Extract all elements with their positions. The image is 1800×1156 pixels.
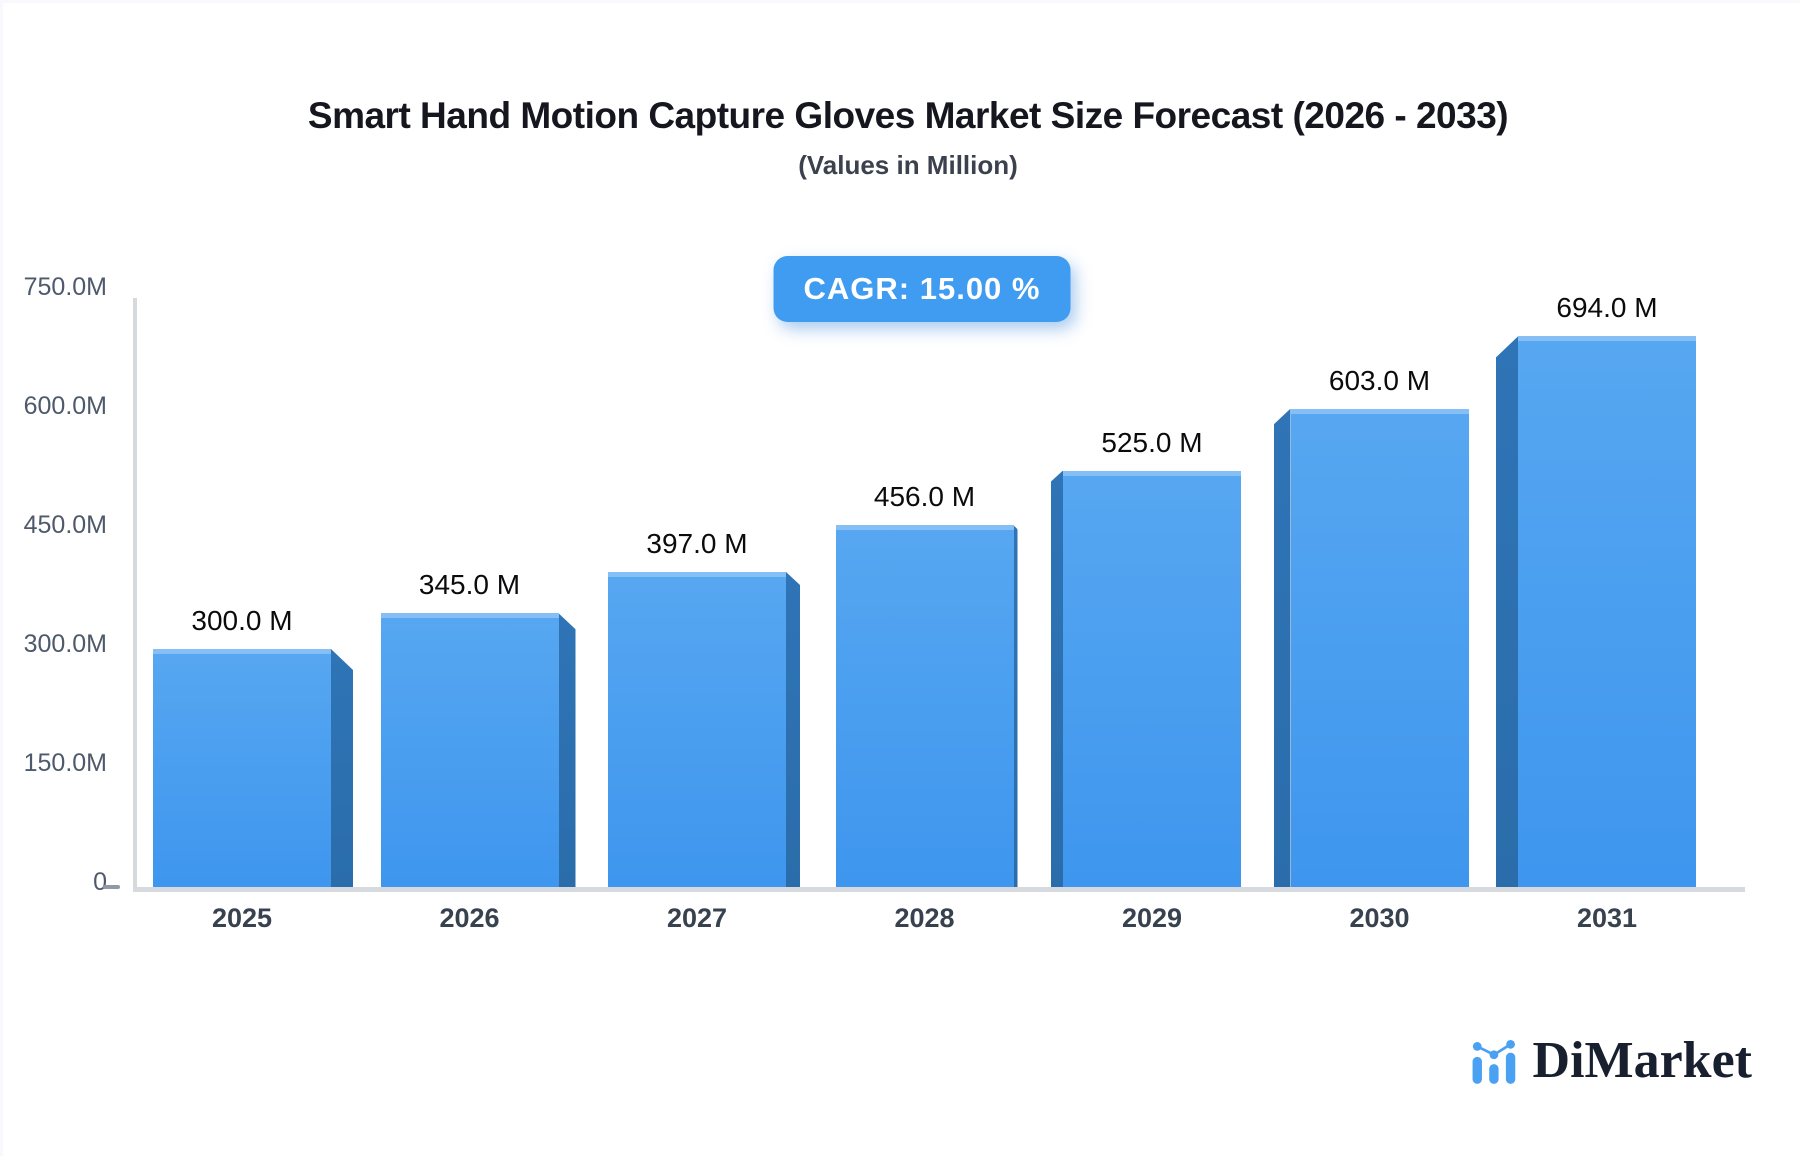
bar-2031[interactable] xyxy=(1518,336,1696,887)
bar-side-2030 xyxy=(1273,408,1291,887)
bar-chart-with-trend-dots-icon xyxy=(1472,1039,1515,1084)
y-tick-label-0: 0 xyxy=(93,868,107,896)
cagr-badge: CAGR: 15.00 % xyxy=(773,256,1071,322)
y-tick-label-300: 300.0M xyxy=(23,630,107,658)
brand-logo[interactable]: DiMarket xyxy=(1471,1035,1752,1087)
bar-side-2028 xyxy=(1013,525,1018,887)
x-tick-label-2031: 2031 xyxy=(1576,903,1638,933)
x-tick-label-2025: 2025 xyxy=(211,903,273,933)
bar-2029[interactable] xyxy=(1063,470,1241,887)
bar-value-label-2026: 345.0 M xyxy=(418,569,521,601)
bar-value-label-2027: 397.0 M xyxy=(646,528,748,560)
y-tick-label-150: 150.0M xyxy=(23,749,107,777)
x-tick-label-2027: 2027 xyxy=(666,903,728,933)
bar-side-2025 xyxy=(331,649,353,887)
brand-logo-text: DiMarket xyxy=(1532,1032,1752,1089)
x-axis-baseline xyxy=(133,887,1745,892)
bar-2028[interactable] xyxy=(835,525,1014,887)
bar-2025[interactable] xyxy=(153,649,331,887)
x-tick-label-2026: 2026 xyxy=(439,903,500,933)
x-tick-label-2028: 2028 xyxy=(894,903,955,933)
bar-2026[interactable] xyxy=(380,613,559,887)
y-tick-label-450: 450.0M xyxy=(23,511,107,539)
bar-value-label-2029: 525.0 M xyxy=(1101,426,1203,458)
bar-value-label-2028: 456.0 M xyxy=(873,481,976,513)
bar-value-label-2031: 694.0 M xyxy=(1556,292,1658,324)
bar-value-label-2030: 603.0 M xyxy=(1328,364,1431,396)
bar-side-2027 xyxy=(786,572,800,887)
y-tick-label-750: 750.0M xyxy=(23,273,107,301)
x-tick-label-2029: 2029 xyxy=(1121,903,1183,933)
bar-side-2026 xyxy=(558,613,576,887)
y-tick-label-600: 600.0M xyxy=(23,392,107,420)
bar-2027[interactable] xyxy=(608,572,786,887)
bar-2030[interactable] xyxy=(1290,408,1469,887)
chart-subtitle: (Values in Million) xyxy=(798,150,1018,180)
bar-value-label-2025: 300.0 M xyxy=(191,605,293,636)
chart-title: Smart Hand Motion Capture Gloves Market … xyxy=(307,95,1509,136)
x-tick-label-2030: 2030 xyxy=(1349,903,1410,933)
bar-side-2031 xyxy=(1496,336,1518,887)
bar-side-2029 xyxy=(1051,470,1063,887)
zero-tick-dash xyxy=(103,885,120,889)
y-axis-line xyxy=(133,298,137,888)
